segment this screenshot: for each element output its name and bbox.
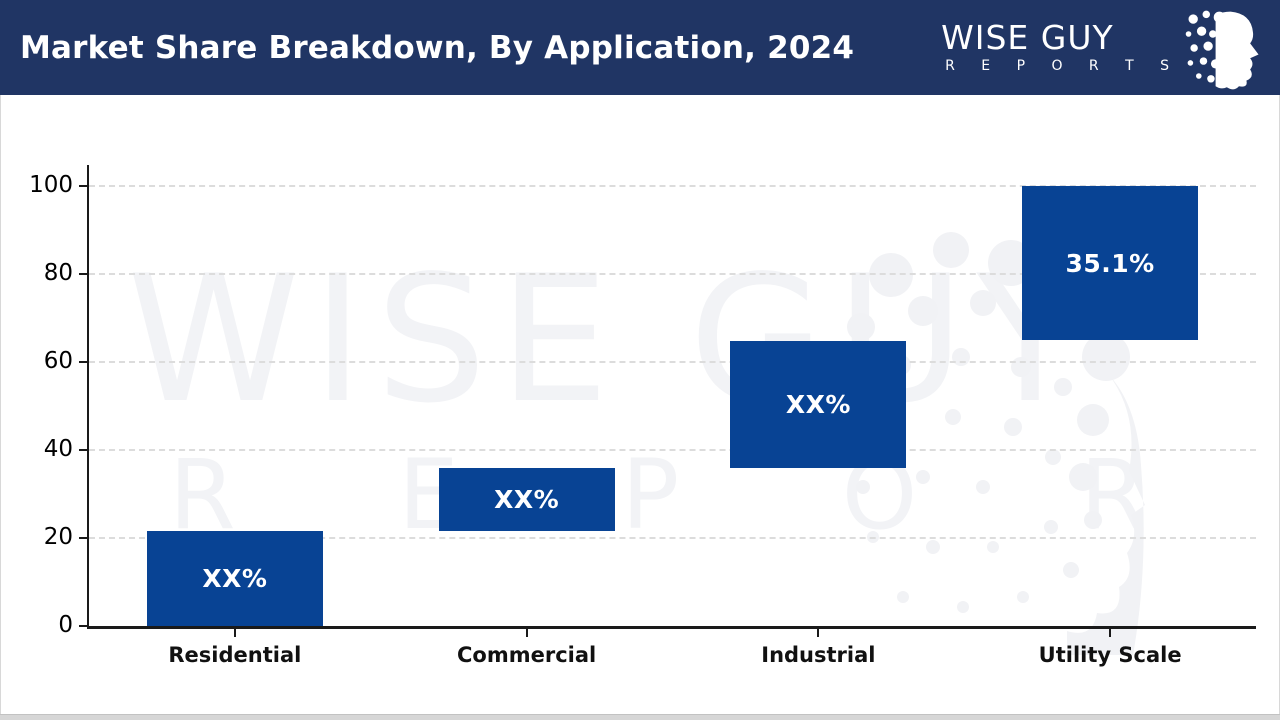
page-title: Market Share Breakdown, By Application, … (20, 29, 855, 66)
bar-segment-residential: XX% (146, 530, 323, 626)
y-tick-label: 0 (58, 612, 73, 638)
x-axis-line (87, 626, 1256, 629)
brand-logo: WISE GUY R E P O R T S (941, 0, 1280, 95)
bar-value-label: 35.1% (1065, 248, 1155, 278)
y-tick-label: 40 (43, 436, 73, 462)
brand-subname: R E P O R T S (945, 57, 1180, 74)
y-tick-label: 80 (43, 260, 73, 286)
y-tick-mark (79, 273, 87, 275)
brand-name: WISE GUY (941, 18, 1114, 58)
gridline-20 (89, 537, 1256, 539)
y-tick-label: 100 (29, 172, 73, 198)
y-tick-mark (79, 625, 87, 627)
header-bar: Market Share Breakdown, By Application, … (0, 0, 1280, 95)
bar-segment-commercial: XX% (438, 468, 615, 531)
y-axis-line (87, 165, 89, 628)
brand-head-icon (1185, 10, 1259, 89)
x-tick-mark (233, 629, 236, 637)
gridline-60 (89, 361, 1256, 363)
y-tick-mark (79, 449, 87, 451)
y-tick-label: 60 (43, 348, 73, 374)
y-tick-mark (79, 537, 87, 539)
bar-value-label: XX% (202, 563, 268, 593)
x-tick-mark (817, 629, 820, 637)
bar-value-label: XX% (494, 484, 560, 514)
x-category-label: Industrial (761, 643, 876, 667)
x-category-label: Utility Scale (1038, 643, 1182, 667)
x-tick-mark (525, 629, 528, 637)
gridline-100 (89, 185, 1256, 187)
y-tick-mark (79, 361, 87, 363)
bar-segment-industrial: XX% (730, 340, 907, 468)
x-category-label: Commercial (457, 643, 597, 667)
y-tick-mark (79, 185, 87, 187)
bar-segment-utility-scale: 35.1% (1022, 186, 1199, 341)
bar-value-label: XX% (785, 389, 851, 419)
x-tick-mark (1109, 629, 1112, 637)
chart-area: WISE GUY R E P O R T S 020406080100XX%Re… (0, 95, 1280, 720)
watermark-text-line1: WISE GUY (127, 239, 1096, 442)
x-category-label: Residential (168, 643, 302, 667)
gridline-80 (89, 273, 1256, 275)
bottom-border-strip (0, 714, 1280, 720)
gridline-40 (89, 449, 1256, 451)
y-tick-label: 20 (43, 524, 73, 550)
brand-logo-text: WISE GUY R E P O R T S (941, 21, 1180, 74)
